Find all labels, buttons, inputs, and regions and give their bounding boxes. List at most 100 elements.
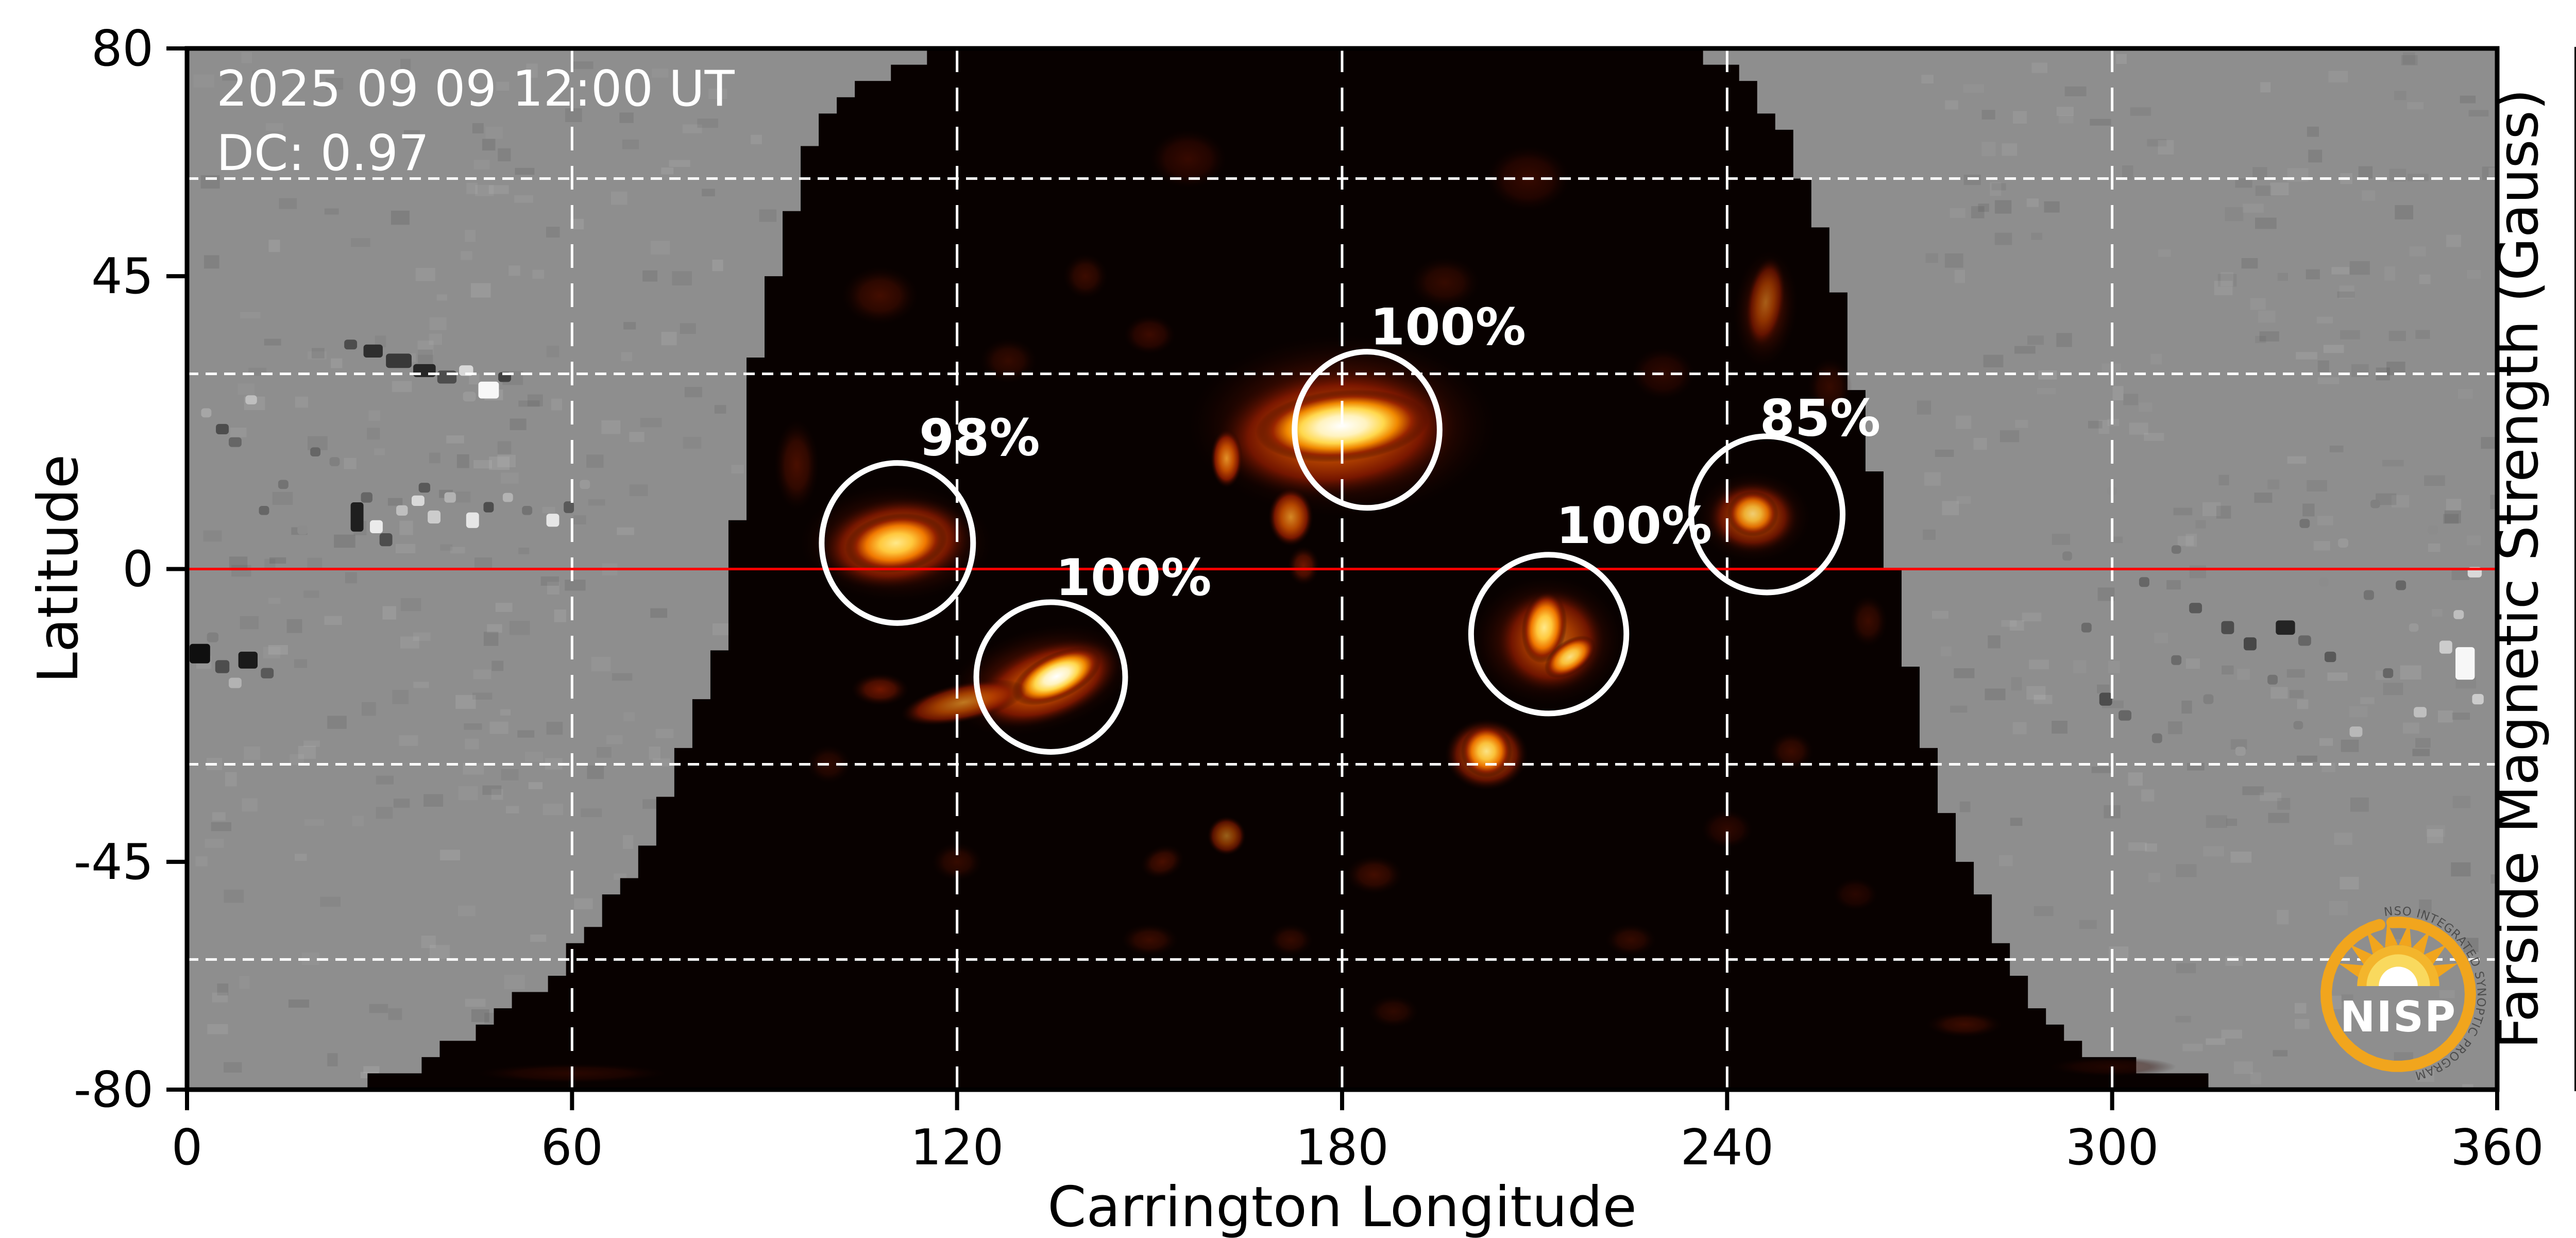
magnetogram-noise-pixel: [387, 498, 403, 506]
farside-magnetic-blob: [1124, 315, 1176, 354]
magnetogram-noise-pixel: [369, 1004, 388, 1013]
magnetogram-noise-pixel: [2111, 536, 2123, 544]
magnetogram-noise-pixel: [2277, 273, 2289, 281]
magnetogram-noise-pixel: [1956, 496, 1971, 504]
magnetogram-noise-pixel: [2296, 352, 2317, 360]
magnetogram-noise-pixel: [712, 623, 730, 635]
magnetogram-noise-pixel: [269, 557, 286, 564]
magnetogram-noise-pixel: [606, 735, 623, 744]
magnetogram-noise-pixel: [2185, 533, 2197, 547]
magnetogram-noise-pixel: [2203, 846, 2224, 857]
magnetogram-noise-pixel: [2130, 107, 2151, 116]
magnetogram-noise-pixel: [2222, 665, 2234, 675]
map-overlay: 2025 09 09 12:00 UT DC: 0.97: [216, 61, 735, 182]
magnetogram-noise-pixel: [2297, 755, 2317, 762]
magnetogram-speckle: [189, 643, 210, 664]
magnetogram-noise-pixel: [2218, 474, 2229, 486]
magnetogram-speckle: [413, 364, 436, 377]
magnetogram-noise-pixel: [2011, 677, 2022, 691]
magnetogram-noise-pixel: [1973, 437, 1987, 450]
detection-probability-label-5: 85%: [1760, 389, 1881, 448]
farside-magnetic-blob: [1121, 923, 1179, 957]
magnetogram-speckle: [2324, 651, 2336, 663]
magnetogram-speckle: [478, 381, 499, 399]
magnetogram-noise-pixel: [2177, 536, 2194, 546]
magnetogram-noise-pixel: [2168, 721, 2182, 734]
magnetogram-noise-pixel: [352, 816, 364, 826]
magnetogram-noise-pixel: [2302, 503, 2315, 517]
magnetogram-noise-pixel: [2286, 669, 2305, 678]
magnetogram-speckle: [2363, 590, 2374, 600]
magnetogram-noise-pixel: [731, 465, 744, 474]
magnetogram-noise-pixel: [680, 323, 696, 334]
magnetogram-noise-pixel: [2439, 990, 2455, 998]
magnetogram-noise-pixel: [2268, 812, 2290, 823]
magnetogram-noise-pixel: [2384, 266, 2396, 281]
magnetogram-noise-pixel: [2139, 402, 2153, 412]
magnetogram-noise-pixel: [392, 381, 412, 392]
magnetogram-noise-pixel: [2064, 86, 2087, 96]
magnetogram-noise-pixel: [565, 580, 586, 591]
magnetogram-noise-pixel: [2270, 687, 2288, 699]
magnetogram-noise-pixel: [1994, 200, 2012, 214]
magnetogram-noise-pixel: [2031, 62, 2047, 73]
magnetogram-noise-pixel: [546, 227, 560, 238]
magnetogram-noise-pixel: [1978, 203, 1989, 212]
magnetogram-noise-pixel: [307, 351, 327, 360]
magnetogram-noise-pixel: [702, 189, 715, 197]
magnetogram-noise-pixel: [2073, 660, 2087, 673]
magnetogram-noise-pixel: [1925, 253, 1938, 263]
magnetogram-speckle: [297, 525, 308, 535]
magnetogram-noise-pixel: [2317, 377, 2340, 384]
magnetogram-noise-pixel: [2401, 55, 2418, 65]
magnetogram-noise-pixel: [501, 472, 519, 484]
magnetogram-noise-pixel: [2112, 386, 2124, 401]
magnetogram-noise-pixel: [421, 935, 436, 948]
magnetogram-noise-pixel: [518, 400, 540, 407]
magnetogram-speckle: [201, 408, 212, 418]
magnetogram-speckle: [2151, 733, 2162, 743]
magnetogram-speckle: [444, 492, 456, 503]
magnetogram-noise-pixel: [588, 499, 605, 506]
magnetogram-speckle: [344, 340, 358, 350]
magnetogram-noise-pixel: [496, 81, 510, 91]
magnetogram-noise-pixel: [487, 624, 502, 633]
magnetogram-speckle: [502, 493, 513, 502]
farside-magnetic-blob: [1807, 357, 1853, 416]
magnetogram-noise-pixel: [2206, 815, 2227, 828]
magnetogram-noise-pixel: [2206, 1038, 2226, 1045]
magnetogram-speckle: [437, 370, 457, 384]
magnetogram-noise-pixel: [2349, 261, 2370, 275]
magnetogram-noise-pixel: [2242, 786, 2264, 795]
y-axis-label: Latitude: [26, 454, 91, 684]
magnetogram-noise-pixel: [1981, 110, 1995, 120]
magnetogram-noise-pixel: [2317, 516, 2333, 525]
magnetogram-noise-pixel: [2001, 620, 2017, 627]
magnetogram-noise-pixel: [622, 139, 639, 149]
magnetogram-noise-pixel: [500, 709, 511, 716]
magnetogram-noise-pixel: [263, 647, 281, 659]
detection-probability-label-1: 98%: [919, 409, 1040, 467]
magnetogram-noise-pixel: [1983, 354, 2004, 367]
magnetogram-noise-pixel: [2056, 107, 2074, 116]
magnetogram-speckle: [418, 483, 431, 493]
magnetogram-noise-pixel: [457, 905, 476, 917]
magnetogram-speckle: [2235, 747, 2246, 756]
magnetogram-speckle: [216, 423, 229, 435]
magnetogram-noise-pixel: [195, 856, 208, 867]
magnetogram-noise-pixel: [2154, 633, 2168, 643]
magnetogram-noise-pixel: [455, 694, 476, 709]
magnetogram-noise-pixel: [456, 454, 469, 468]
magnetogram-noise-pixel: [2340, 876, 2359, 890]
magnetogram-noise-pixel: [2467, 535, 2481, 546]
magnetogram-noise-pixel: [2451, 862, 2471, 877]
magnetogram-noise-pixel: [1935, 449, 1954, 457]
magnetogram-speckle: [483, 502, 494, 513]
y-tick-label--80: -80: [74, 1062, 154, 1118]
magnetogram-noise-pixel: [2013, 111, 2027, 124]
magnetogram-noise-pixel: [1950, 705, 1968, 713]
magnetogram-noise-pixel: [400, 598, 421, 612]
magnetogram-noise-pixel: [524, 752, 544, 762]
magnetogram-speckle: [2081, 622, 2092, 633]
magnetogram-noise-pixel: [1959, 801, 1971, 812]
